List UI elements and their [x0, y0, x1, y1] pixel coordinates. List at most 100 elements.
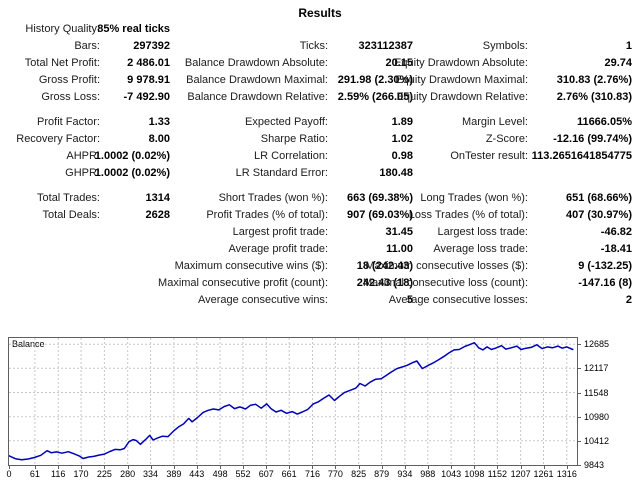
balance-series-label: Balance: [12, 339, 45, 349]
stat-row: Maximal consecutive profit (count): 242.4…: [0, 275, 640, 292]
stat-label: LR Standard Error:: [235, 167, 328, 179]
stat-label: Equity Drawdown Relative:: [396, 91, 528, 103]
x-axis-tick: [358, 466, 360, 469]
x-axis-tick: [451, 466, 453, 469]
y-axis-tick: [578, 392, 581, 394]
y-axis-tick: [578, 368, 581, 370]
stat-value: 1.0002 (0.02%): [94, 150, 170, 162]
stat-row: Average profit trade: 11.00 Average loss t…: [0, 241, 640, 258]
stat-value: 242.43 (18): [356, 277, 413, 289]
stat-label: Equity Drawdown Absolute:: [394, 57, 528, 69]
stat-value: 663 (69.38%): [346, 192, 413, 204]
balance-chart: Balance: [8, 337, 578, 466]
stat-value: 11.00: [386, 243, 413, 255]
stat-label: Profit Trades (% of total):: [206, 209, 328, 221]
stat-row: GHPR: 1.0002 (0.02%) LR Standard Error: 180…: [0, 165, 640, 182]
x-axis-tick: [196, 466, 198, 469]
y-axis-tick: [578, 440, 581, 442]
stat-value: 1314: [145, 192, 170, 204]
balance-chart-plot: [9, 338, 577, 465]
stat-row: Average consecutive wins: 5 Average consec…: [0, 292, 640, 309]
x-axis-label: 661: [281, 469, 297, 479]
x-axis-tick: [543, 466, 545, 469]
stat-label: Maximal consecutive loss (count):: [362, 277, 528, 289]
stat-label: Balance Drawdown Maximal:: [186, 74, 328, 86]
stat-value: 323112387: [358, 40, 413, 52]
stat-label: LR Correlation:: [254, 150, 328, 162]
stat-label: Total Trades:: [37, 192, 100, 204]
stats-section-3: Total Trades: 1314 Short Trades (won %): 66…: [0, 190, 640, 309]
stat-value: 2: [625, 294, 632, 306]
stat-value: -12.16 (99.74%): [553, 133, 632, 145]
stat-label: Ticks:: [299, 40, 328, 52]
stat-value: 2 486.01: [127, 57, 170, 69]
y-axis-label: 11548: [584, 387, 609, 398]
stat-label: Maximal consecutive profit (count):: [158, 277, 328, 289]
stat-label: Total Net Profit:: [24, 57, 100, 69]
x-axis-tick: [289, 466, 291, 469]
x-axis-label: 1207: [510, 469, 531, 479]
page-title: Results: [298, 6, 342, 20]
x-axis-tick: [497, 466, 499, 469]
stat-label: Equity Drawdown Maximal:: [395, 74, 528, 86]
stat-label: Short Trades (won %):: [218, 192, 328, 204]
stat-value: 297392: [133, 40, 170, 52]
x-axis-tick: [566, 466, 568, 469]
stat-value: 9 978.91: [127, 74, 170, 86]
stat-label: Recovery Factor:: [16, 133, 100, 145]
stat-value: 907 (69.03%): [346, 209, 413, 221]
x-axis-tick: [127, 466, 129, 469]
stat-label: Gross Profit:: [38, 74, 100, 86]
stat-label: Bars:: [74, 40, 100, 52]
x-axis-tick: [474, 466, 476, 469]
stat-value: 2628: [145, 209, 170, 221]
y-axis-label: 10980: [584, 411, 610, 422]
x-axis-label: 334: [143, 469, 159, 479]
x-axis-label: 1316: [556, 469, 577, 479]
stat-value: 20.15: [385, 57, 413, 69]
stat-value: -46.82: [600, 226, 632, 238]
x-axis-label: 170: [73, 469, 89, 479]
x-axis-tick: [81, 466, 83, 469]
x-axis-label: 225: [96, 469, 112, 479]
stat-value: 8.00: [148, 133, 170, 145]
x-axis-label: 770: [327, 469, 343, 479]
x-axis-label: 879: [374, 469, 390, 479]
x-axis-label: 280: [120, 469, 136, 479]
stats-section-1: History Quality: 85% real ticks Bars: 29739…: [0, 21, 640, 106]
stat-label: OnTester result:: [450, 150, 528, 162]
stat-value: 31.45: [385, 226, 413, 238]
stat-label: Expected Payoff:: [245, 116, 328, 128]
stat-row: Total Trades: 1314 Short Trades (won %): 66…: [0, 190, 640, 207]
y-axis-label: 10412: [584, 435, 610, 446]
y-axis-label: 9843: [584, 460, 605, 470]
x-axis-tick: [220, 466, 222, 469]
x-axis-label: 389: [166, 469, 182, 479]
stat-label: AHPR:: [66, 150, 100, 162]
stat-value: 2.59% (266.05): [337, 91, 413, 103]
x-axis-tick: [9, 466, 10, 469]
stat-label: Symbols:: [482, 40, 528, 52]
stat-row: History Quality: 85% real ticks: [0, 21, 640, 38]
x-axis-label: 0: [6, 469, 12, 479]
stat-label: Profit Factor:: [37, 116, 100, 128]
stat-value: 407 (30.97%): [565, 209, 632, 221]
stat-label: Loss Trades (% of total):: [408, 209, 528, 221]
stat-label: Average consecutive wins:: [197, 294, 328, 306]
x-axis-label: 116: [50, 469, 66, 479]
stat-value: 85% real ticks: [97, 23, 170, 35]
stat-value: 1.33: [148, 116, 170, 128]
stat-label: Largest loss trade:: [437, 226, 529, 238]
x-axis-tick: [312, 466, 314, 469]
stat-label: Largest profit trade:: [232, 226, 328, 238]
stat-value: 9 (-132.25): [578, 260, 632, 272]
x-axis-tick: [427, 466, 429, 469]
stat-label: History Quality:: [25, 23, 100, 35]
stat-value: 651 (68.66%): [565, 192, 632, 204]
stat-value: 0.98: [391, 150, 413, 162]
x-axis-label: 825: [351, 469, 367, 479]
stat-row: Total Net Profit: 2 486.01 Balance Drawdow…: [0, 55, 640, 72]
x-axis-tick: [58, 466, 60, 469]
stat-row: AHPR: 1.0002 (0.02%) LR Correlation: 0.98 On…: [0, 148, 640, 165]
